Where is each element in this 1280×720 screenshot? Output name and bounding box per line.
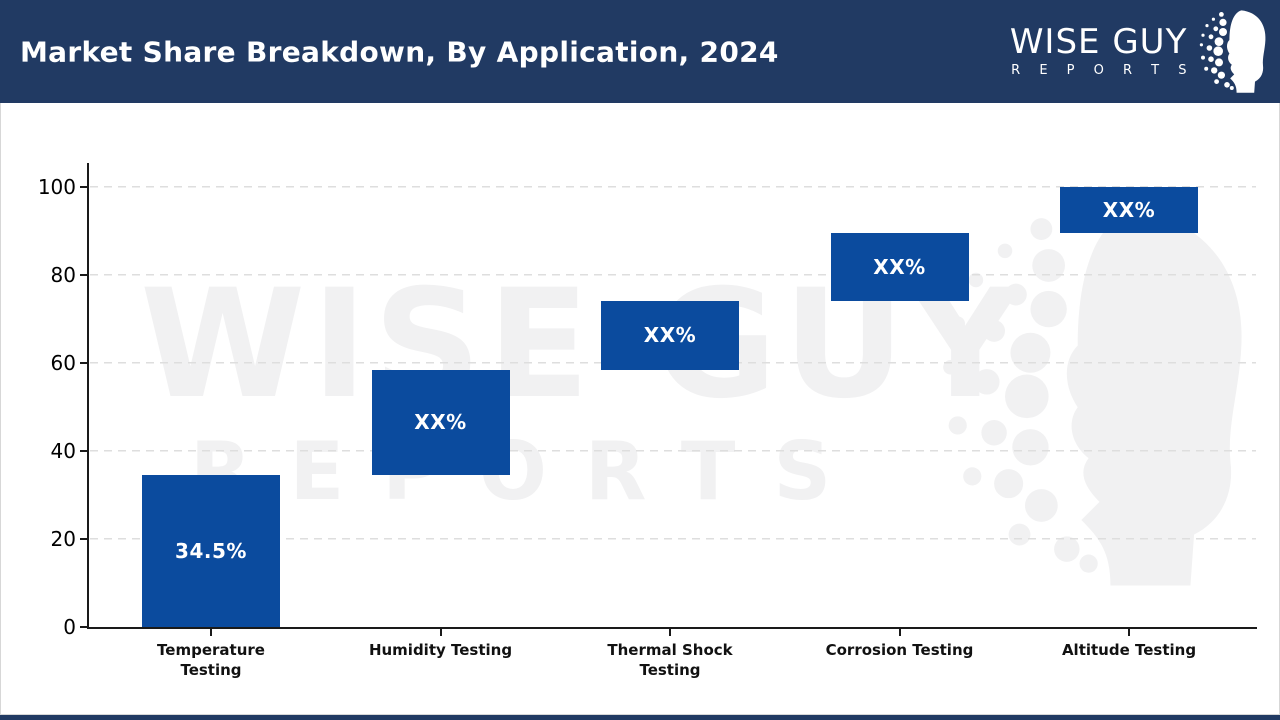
footer-bar xyxy=(0,715,1280,720)
x-tick-corrosion-testing xyxy=(898,629,901,636)
x-label-line: Temperature xyxy=(157,641,265,659)
brand-head-icon xyxy=(1199,9,1266,93)
bar-value-label: XX% xyxy=(414,410,467,435)
brand-logo-text: WISE GUY R E P O R T S xyxy=(1007,25,1190,78)
x-label-temperature-testing: Temperature Testing xyxy=(111,640,311,680)
y-axis xyxy=(87,163,89,629)
y-tick-20 xyxy=(80,538,88,540)
bar-corrosion-testing: XX% xyxy=(830,233,969,301)
x-label-line: Testing xyxy=(180,661,242,679)
gridline-40 xyxy=(90,450,1256,452)
x-label-line: Humidity Testing xyxy=(368,641,513,659)
gridline-100 xyxy=(90,186,1256,188)
x-axis xyxy=(87,627,1257,629)
bar-value-label: 34.5% xyxy=(175,539,247,564)
frame-bottom-line xyxy=(0,714,1280,715)
y-tick-label-40: 40 xyxy=(50,439,76,463)
x-label-humidity-testing: Humidity Testing xyxy=(341,640,541,660)
brand-logo: WISE GUY R E P O R T S xyxy=(1007,8,1268,96)
bar-value-label: XX% xyxy=(643,323,697,348)
x-tick-altitude-testing xyxy=(1128,629,1130,636)
y-tick-label-60: 60 xyxy=(50,351,76,375)
brand-logo-subtitle: R E P O R T S xyxy=(1011,63,1194,78)
y-tick-100 xyxy=(80,186,88,188)
bar-thermal-shock-testing: XX% xyxy=(601,300,739,370)
x-tick-temperature-testing xyxy=(210,629,212,636)
gridline-80 xyxy=(90,274,1256,276)
x-label-line: Corrosion Testing xyxy=(825,641,974,659)
bar-value-label: XX% xyxy=(1102,198,1156,223)
brand-logo-name: WISE GUY xyxy=(1009,22,1188,62)
header-bar: Market Share Breakdown, By Application, … xyxy=(0,0,1280,103)
frame-left-line xyxy=(0,103,1,715)
y-tick-60 xyxy=(80,362,88,364)
y-tick-40 xyxy=(80,450,88,452)
page-title: Market Share Breakdown, By Application, … xyxy=(20,35,779,68)
x-tick-humidity-testing xyxy=(439,629,442,636)
x-label-altitude-testing: Altitude Testing xyxy=(1029,640,1229,660)
y-tick-0 xyxy=(80,626,88,628)
bar-temperature-testing: 34.5% xyxy=(142,475,280,627)
x-label-line: Altitude Testing xyxy=(1061,641,1197,659)
y-tick-80 xyxy=(80,274,88,276)
x-label-corrosion-testing: Corrosion Testing xyxy=(800,640,1000,660)
y-tick-label-0: 0 xyxy=(63,615,76,639)
x-label-line: Thermal Shock xyxy=(607,641,733,659)
gridline-20 xyxy=(90,538,1256,540)
x-label-thermal-shock-testing: Thermal Shock Testing xyxy=(570,640,770,680)
y-tick-label-80: 80 xyxy=(50,263,76,287)
y-tick-label-100: 100 xyxy=(37,175,76,199)
x-label-line: Testing xyxy=(639,661,701,679)
bar-humidity-testing: XX% xyxy=(371,369,510,476)
bar-altitude-testing: XX% xyxy=(1060,187,1198,234)
x-tick-thermal-shock-testing xyxy=(669,629,671,636)
bar-value-label: XX% xyxy=(873,254,926,279)
y-tick-label-20: 20 xyxy=(50,527,76,551)
